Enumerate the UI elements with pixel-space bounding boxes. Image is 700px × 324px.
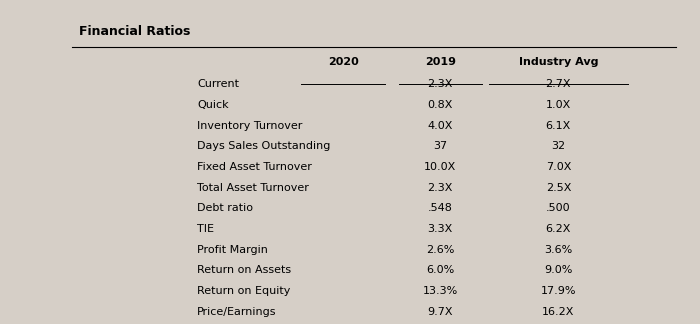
Text: 2.3X: 2.3X	[428, 183, 453, 193]
Text: 17.9%: 17.9%	[540, 286, 576, 296]
Text: Current: Current	[197, 79, 239, 89]
Text: 2.3X: 2.3X	[428, 79, 453, 89]
Text: 7.0X: 7.0X	[545, 162, 571, 172]
Text: 4.0X: 4.0X	[428, 121, 453, 131]
Text: 6.0%: 6.0%	[426, 265, 454, 275]
Text: Days Sales Outstanding: Days Sales Outstanding	[197, 141, 330, 151]
Text: 2019: 2019	[425, 57, 456, 67]
Text: 9.7X: 9.7X	[428, 307, 453, 317]
Text: 9.0%: 9.0%	[544, 265, 573, 275]
Text: 32: 32	[552, 141, 566, 151]
Text: 2020: 2020	[328, 57, 358, 67]
Text: Profit Margin: Profit Margin	[197, 245, 268, 255]
Text: TIE: TIE	[197, 224, 214, 234]
Text: Debt ratio: Debt ratio	[197, 203, 253, 214]
Text: 2.7X: 2.7X	[545, 79, 571, 89]
Text: Quick: Quick	[197, 100, 229, 110]
Text: 16.2X: 16.2X	[542, 307, 575, 317]
Text: 13.3%: 13.3%	[423, 286, 458, 296]
Text: 2.6%: 2.6%	[426, 245, 454, 255]
Text: Industry Avg: Industry Avg	[519, 57, 598, 67]
Text: 1.0X: 1.0X	[546, 100, 571, 110]
Text: Fixed Asset Turnover: Fixed Asset Turnover	[197, 162, 312, 172]
Text: 37: 37	[433, 141, 447, 151]
Text: 0.8X: 0.8X	[428, 100, 453, 110]
Text: Return on Assets: Return on Assets	[197, 265, 291, 275]
Text: Total Asset Turnover: Total Asset Turnover	[197, 183, 309, 193]
Text: Return on Equity: Return on Equity	[197, 286, 290, 296]
Text: Financial Ratios: Financial Ratios	[79, 25, 190, 38]
Text: 10.0X: 10.0X	[424, 162, 456, 172]
Text: 3.3X: 3.3X	[428, 224, 453, 234]
Text: Price/Earnings: Price/Earnings	[197, 307, 276, 317]
Text: 3.6%: 3.6%	[544, 245, 573, 255]
Text: Inventory Turnover: Inventory Turnover	[197, 121, 302, 131]
Text: 6.2X: 6.2X	[545, 224, 571, 234]
Text: .500: .500	[546, 203, 570, 214]
Text: 2.5X: 2.5X	[545, 183, 571, 193]
Text: .548: .548	[428, 203, 453, 214]
Text: 6.1X: 6.1X	[546, 121, 571, 131]
